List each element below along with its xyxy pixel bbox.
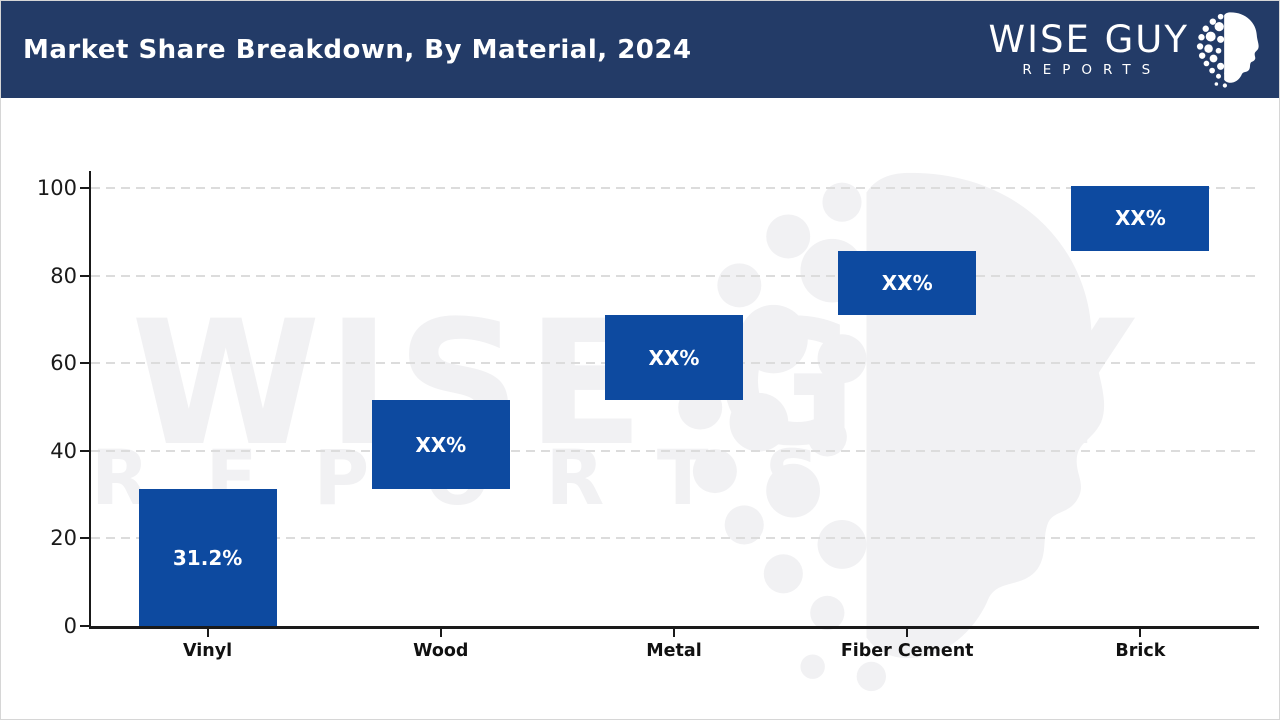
x-category-label-0: Vinyl: [183, 641, 233, 661]
bar-vinyl: 31.2%: [138, 489, 277, 626]
bar-brick: XX%: [1071, 186, 1210, 251]
y-tick-100: [80, 187, 89, 189]
dotted-head-logo-icon: [1195, 11, 1259, 89]
logo-wordmark: WISE GUY: [988, 18, 1189, 62]
x-tick-3: [906, 629, 909, 637]
gridline-40: [91, 449, 1257, 452]
gridline-20: [91, 537, 1257, 540]
x-axis-line: [89, 626, 1259, 629]
page-title: Market Share Breakdown, By Material, 202…: [23, 34, 692, 65]
y-tick-60: [80, 362, 89, 365]
x-tick-1: [439, 629, 442, 637]
y-tick-80: [80, 274, 89, 277]
x-tick-0: [206, 629, 209, 637]
bar-value-label: XX%: [648, 345, 700, 370]
bar-wood: XX%: [371, 400, 510, 490]
watermark-head-icon: [666, 163, 1106, 701]
y-tick-0: [80, 625, 89, 627]
x-category-label-1: Wood: [413, 641, 469, 661]
bar-fiber-cement: XX%: [838, 250, 977, 316]
y-tick-label-80: 80: [50, 263, 77, 288]
y-tick-label-0: 0: [63, 614, 77, 638]
bar-value-label: XX%: [415, 432, 467, 457]
bar-value-label: XX%: [1114, 206, 1166, 231]
y-tick-40: [80, 449, 89, 452]
x-tick-4: [1139, 629, 1142, 637]
x-category-label-2: Metal: [646, 641, 702, 661]
logo-text: WISE GUY REPORTS: [989, 21, 1189, 78]
header: Market Share Breakdown, By Material, 202…: [1, 1, 1279, 98]
y-tick-label-40: 40: [50, 438, 77, 463]
wise-guy-logo: WISE GUY REPORTS: [989, 11, 1259, 89]
gridline-100: [91, 187, 1257, 189]
bar-metal: XX%: [605, 315, 743, 401]
bar-value-label: 31.2%: [172, 545, 243, 570]
bar-value-label: XX%: [881, 271, 933, 296]
y-tick-label-20: 20: [50, 526, 77, 551]
y-tick-20: [80, 537, 89, 540]
x-category-label-4: Brick: [1115, 641, 1166, 661]
y-axis-line: [89, 171, 91, 629]
logo-subtitle: REPORTS: [1022, 62, 1162, 79]
x-tick-2: [673, 629, 675, 637]
x-category-label-3: Fiber Cement: [840, 641, 974, 661]
y-tick-label-100: 100: [36, 176, 77, 200]
gridline-80: [91, 274, 1257, 277]
y-tick-label-60: 60: [50, 351, 77, 376]
